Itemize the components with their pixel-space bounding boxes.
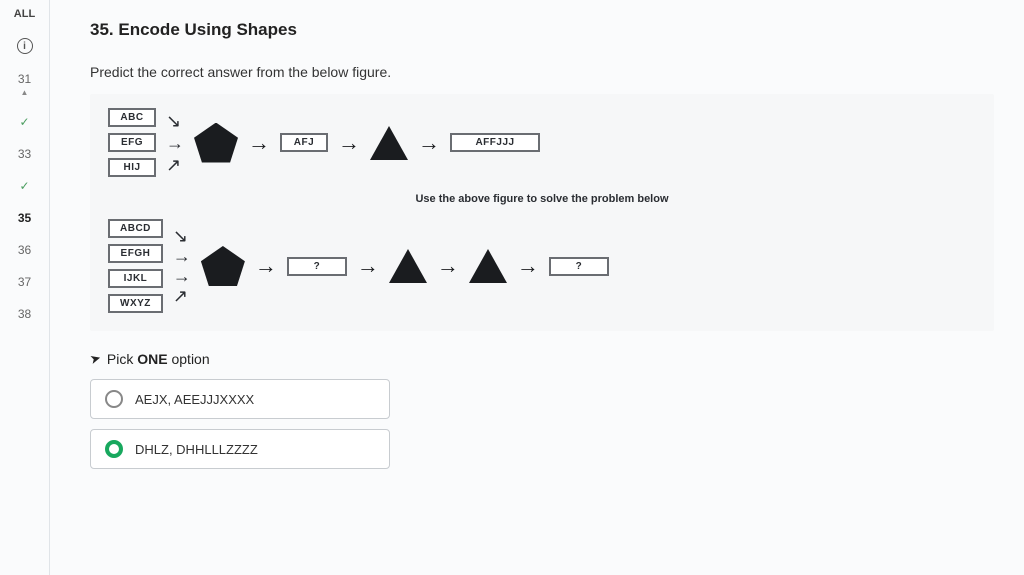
input-box: EFG: [108, 133, 156, 152]
pentagon-shape-icon: [201, 246, 245, 286]
question-panel: 35. Encode Using Shapes Predict the corr…: [50, 0, 1024, 575]
nav-all[interactable]: ALL: [14, 8, 35, 20]
radio-selected-icon: [105, 440, 123, 458]
cursor-icon: ➤: [88, 350, 103, 368]
nav-check-icon: ✓: [19, 179, 29, 193]
nav-q36[interactable]: 36: [18, 243, 31, 257]
nav-check-icon: ✓: [19, 115, 29, 129]
pick-one-label: ➤ Pick ONE option: [90, 351, 994, 367]
option-label: DHLZ, DHHLLLZZZZ: [135, 442, 258, 457]
answer-option[interactable]: AEJX, AEEJJJXXXX: [90, 379, 390, 419]
question-subtitle: Predict the correct answer from the belo…: [90, 64, 994, 80]
arrow-icon: →: [255, 253, 277, 279]
figure-problem-row: ABCD EFGH IJKL WXYZ ↘→→↗ → ? → → → ?: [108, 219, 976, 313]
nav-q37[interactable]: 37: [18, 275, 31, 289]
triangle-shape-icon: [469, 249, 507, 283]
converge-arrows-icon: ↘→→↗: [173, 227, 191, 305]
pentagon-shape-icon: [194, 123, 238, 163]
arrow-icon: →: [338, 130, 360, 156]
converge-arrows-icon: ↘→↗: [166, 112, 184, 174]
triangle-shape-icon: [389, 249, 427, 283]
arrow-icon: →: [517, 253, 539, 279]
input-box: WXYZ: [108, 294, 163, 313]
output-box: AFJ: [280, 133, 328, 152]
nav-q33[interactable]: 33: [18, 147, 31, 161]
option-label: AEJX, AEEJJJXXXX: [135, 392, 254, 407]
arrow-icon: →: [248, 130, 270, 156]
info-icon[interactable]: i: [17, 38, 33, 54]
input-box: ABCD: [108, 219, 163, 238]
input-box: HIJ: [108, 158, 156, 177]
arrow-icon: →: [437, 253, 459, 279]
encoding-figure: ABC EFG HIJ ↘→↗ → AFJ → → AFFJJJ Use the…: [90, 94, 994, 331]
input-box: IJKL: [108, 269, 163, 288]
unknown-box: ?: [549, 257, 609, 276]
arrow-icon: →: [418, 130, 440, 156]
input-box: EFGH: [108, 244, 163, 263]
question-title: 35. Encode Using Shapes: [90, 20, 994, 40]
unknown-box: ?: [287, 257, 347, 276]
nav-q31[interactable]: 31▲: [18, 72, 31, 97]
output-box: AFFJJJ: [450, 133, 540, 152]
answer-option[interactable]: DHLZ, DHHLLLZZZZ: [90, 429, 390, 469]
radio-unselected-icon: [105, 390, 123, 408]
nav-q35[interactable]: 35: [18, 211, 31, 225]
arrow-icon: →: [357, 253, 379, 279]
nav-q38[interactable]: 38: [18, 307, 31, 321]
figure-caption: Use the above figure to solve the proble…: [108, 193, 976, 205]
question-nav-sidebar: ALL i 31▲ ✓ 33 ✓ 35 36 37 38: [0, 0, 50, 575]
input-box: ABC: [108, 108, 156, 127]
triangle-shape-icon: [370, 126, 408, 160]
figure-example-row: ABC EFG HIJ ↘→↗ → AFJ → → AFFJJJ: [108, 108, 976, 177]
